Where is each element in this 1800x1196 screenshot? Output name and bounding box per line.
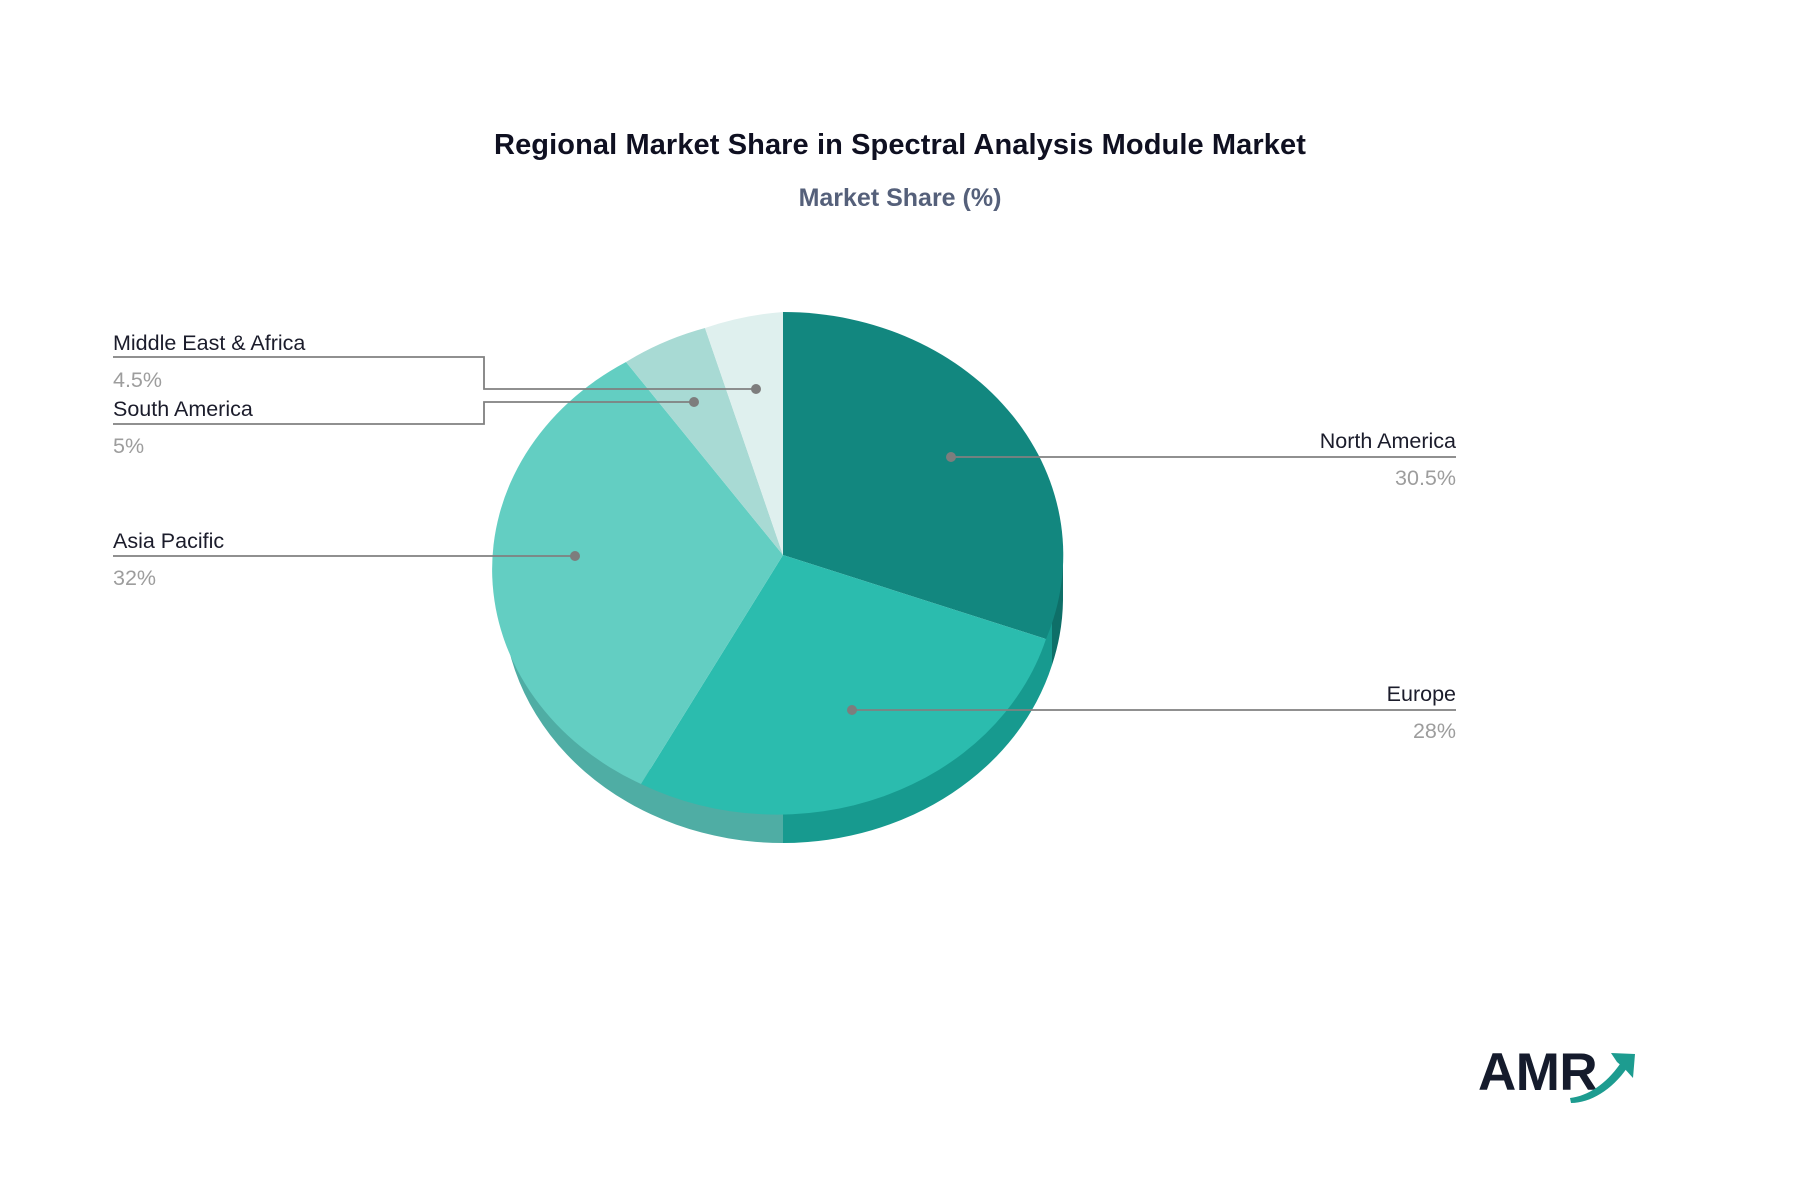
leader-dot-asia-pacific xyxy=(570,551,580,561)
slice-middle-east-africa[interactable] xyxy=(705,312,783,555)
pie-3d-depth xyxy=(503,555,1063,843)
leader-line-middle-east-africa xyxy=(113,356,756,390)
leader-lines xyxy=(113,356,1456,711)
leader-dot-north-america xyxy=(946,452,956,462)
depth-asia-pacific xyxy=(503,555,783,843)
amr-logo-text: AMR xyxy=(1478,1043,1597,1102)
leader-dot-middle-east-africa xyxy=(751,384,761,394)
leader-dot-europe xyxy=(847,705,857,715)
amr-logo: AMR xyxy=(1478,1043,1635,1103)
pie-slices xyxy=(492,311,1064,815)
growth-arrow-icon xyxy=(1570,1053,1635,1103)
slice-south-america[interactable] xyxy=(626,328,783,555)
leader-dots xyxy=(570,384,956,715)
slice-asia-pacific[interactable] xyxy=(492,362,783,784)
slice-north-america[interactable] xyxy=(783,311,1064,639)
depth-europe xyxy=(783,620,1052,843)
leader-line-south-america xyxy=(113,401,694,425)
depth-north-america xyxy=(1052,555,1063,665)
slice-europe[interactable] xyxy=(641,555,1046,815)
leader-dot-south-america xyxy=(689,397,699,407)
